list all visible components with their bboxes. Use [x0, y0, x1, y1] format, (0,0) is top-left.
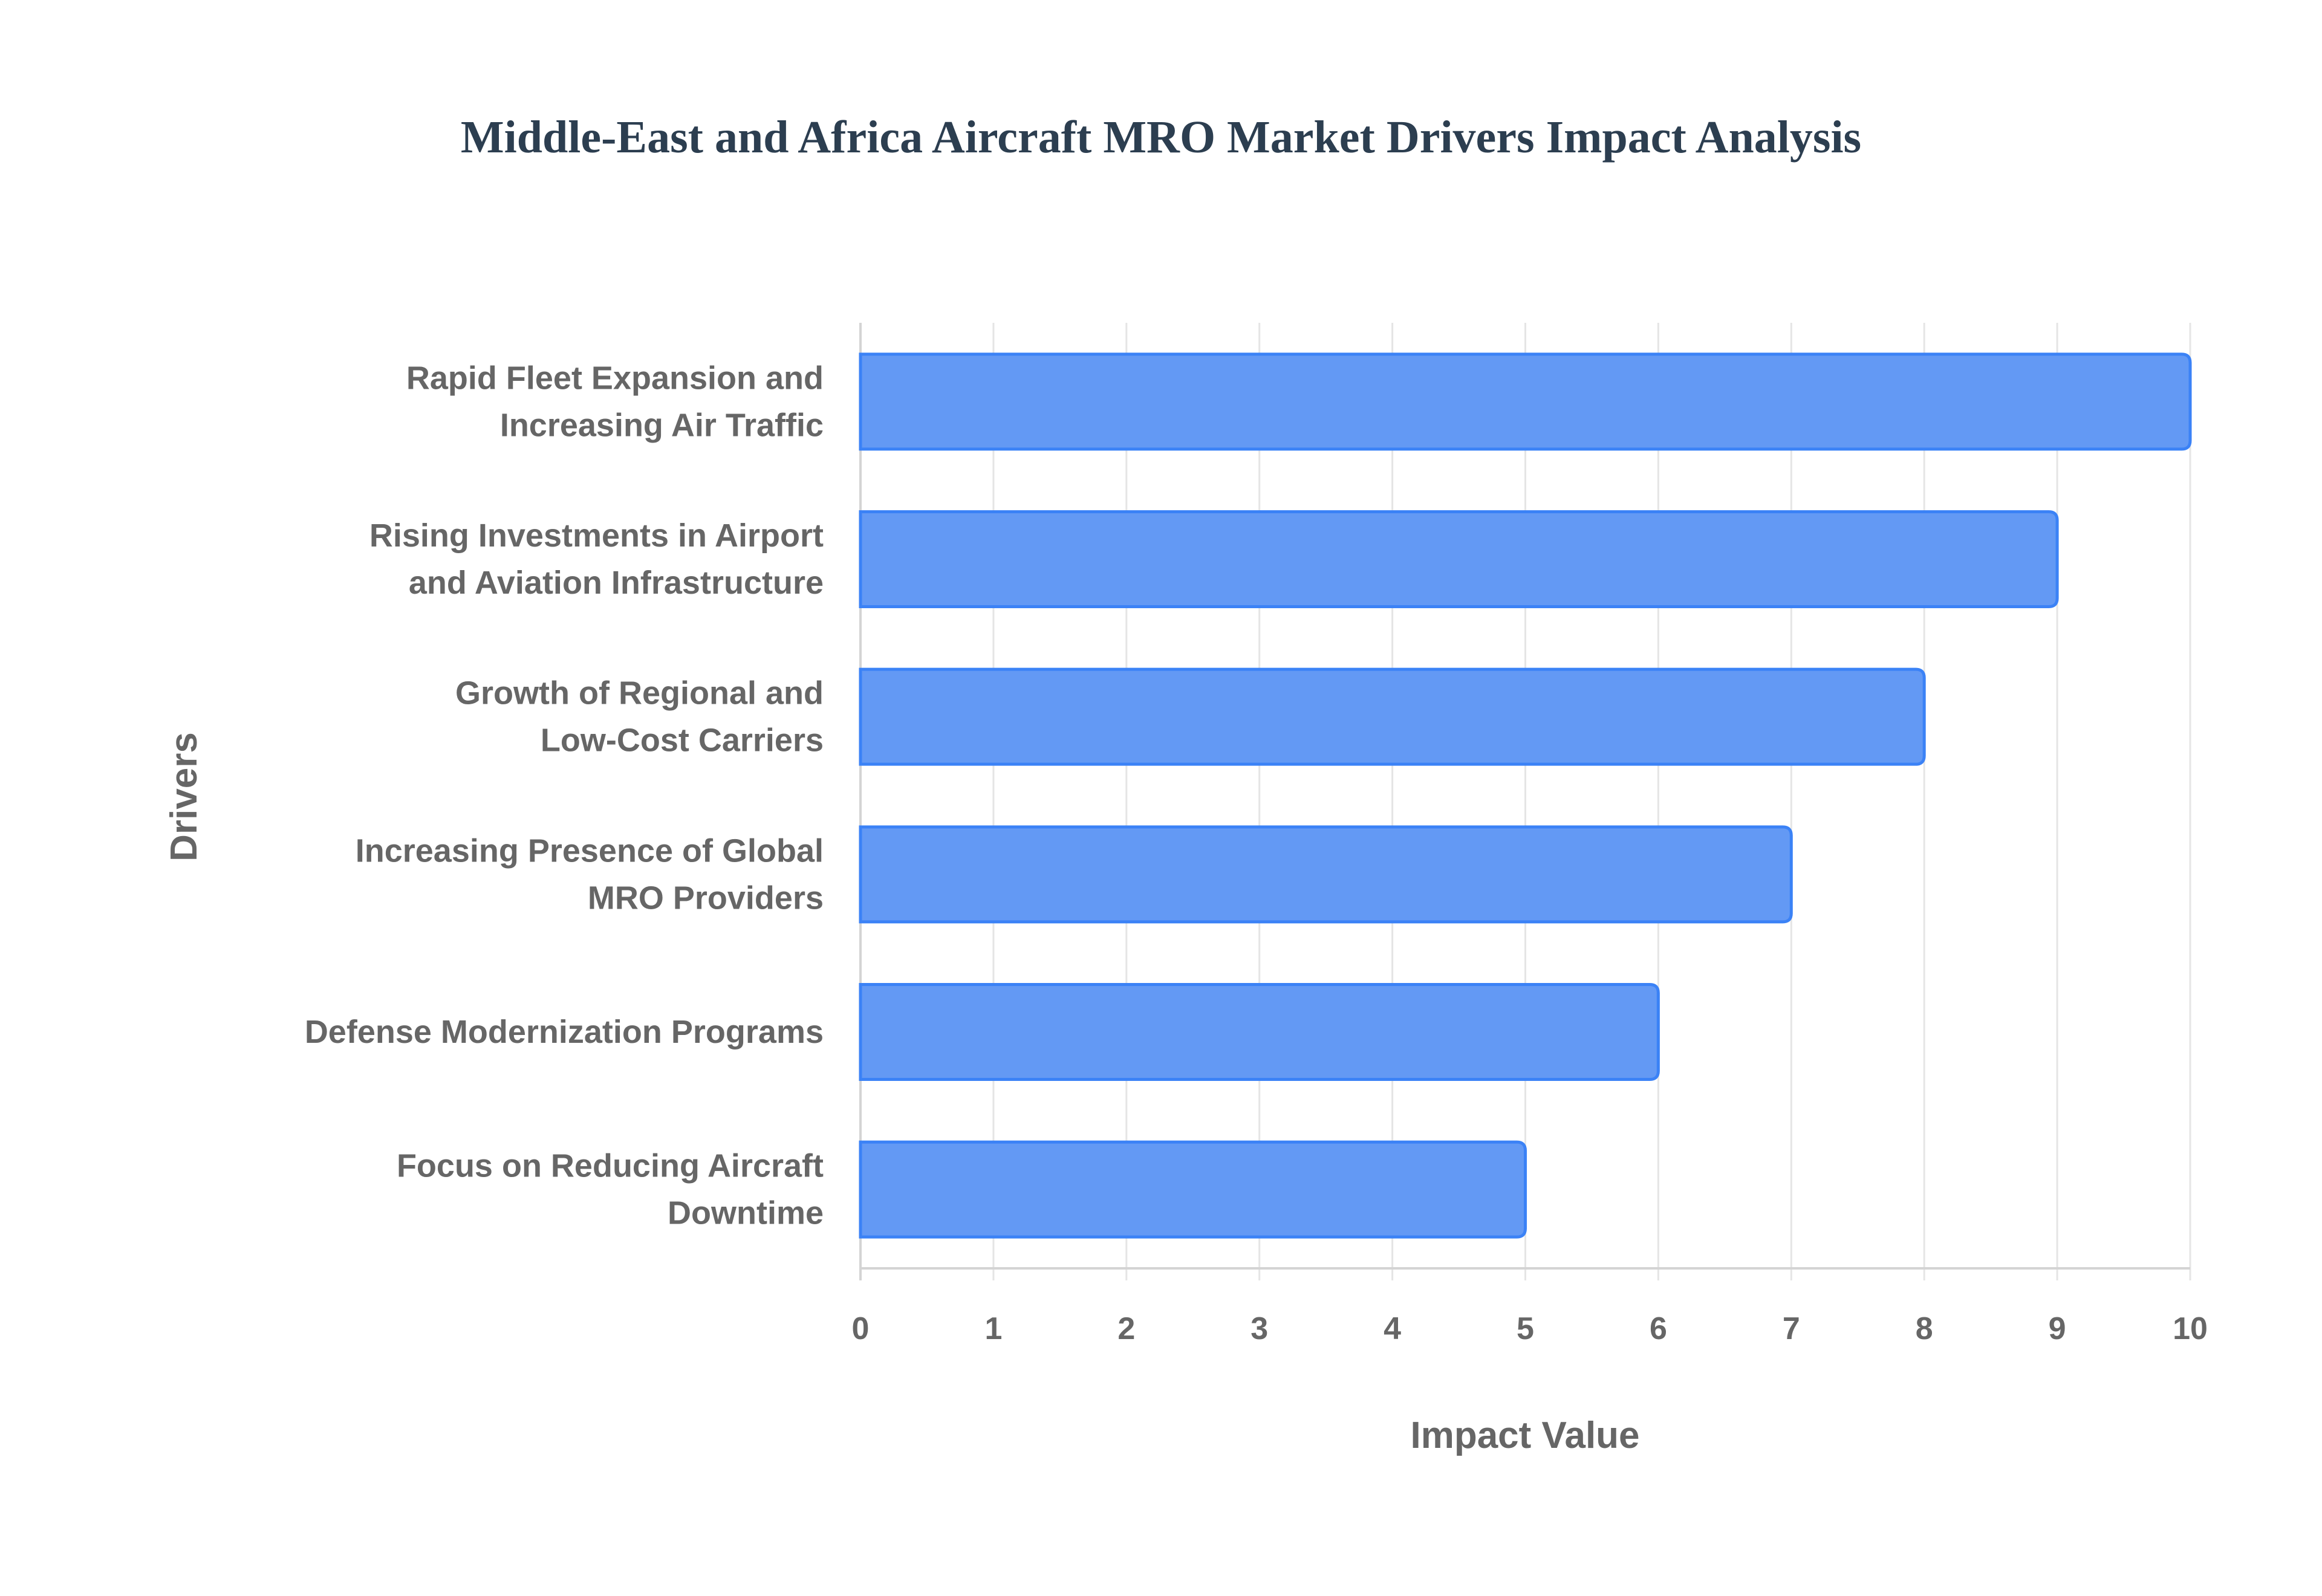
bar [859, 1140, 1527, 1239]
category-label-line: Focus on Reducing Aircraft [397, 1148, 824, 1184]
chart-title: Middle-East and Africa Aircraft MRO Mark… [461, 112, 1861, 163]
category-label-line: MRO Providers [588, 880, 824, 916]
category-label-line: Rising Investments in Airport [369, 517, 824, 554]
x-tick-label: 1 [984, 1311, 1002, 1346]
x-tick-labels: 0 1 2 3 4 5 6 7 8 9 10 [852, 1311, 2208, 1346]
bar [859, 667, 1926, 766]
category-label-line: Growth of Regional and [455, 675, 824, 712]
grid [859, 323, 2191, 1280]
bars [859, 352, 2192, 1239]
bar [859, 825, 1793, 924]
category-label: Defense Modernization Programs [305, 1014, 824, 1050]
category-label: Focus on Reducing Aircraft Downtime [397, 1148, 824, 1231]
x-tick-label: 3 [1250, 1311, 1268, 1346]
category-label-line: Low-Cost Carriers [541, 722, 824, 759]
category-label: Rising Investments in Airport and Aviatio… [369, 517, 824, 601]
category-label: Growth of Regional and Low-Cost Carriers [455, 675, 824, 759]
category-label-line: Downtime [668, 1195, 824, 1231]
category-label-line: and Aviation Infrastructure [409, 565, 824, 601]
x-tick-label: 4 [1384, 1311, 1401, 1346]
category-label-line: Rapid Fleet Expansion and [406, 360, 824, 396]
x-tick-label: 0 [852, 1311, 870, 1346]
x-axis-title: Impact Value [1410, 1415, 1639, 1456]
category-label-line: Increasing Presence of Global [356, 832, 824, 869]
category-label-line: Defense Modernization Programs [305, 1014, 824, 1050]
category-label-line: Increasing Air Traffic [500, 407, 824, 443]
y-axis-title: Drivers [163, 732, 205, 861]
x-tick-label: 9 [2049, 1311, 2066, 1346]
category-label: Rapid Fleet Expansion and Increasing Air … [406, 360, 824, 443]
x-tick-label: 7 [1783, 1311, 1800, 1346]
bar [859, 352, 2192, 451]
category-labels: Rapid Fleet Expansion and Increasing Air … [305, 360, 824, 1231]
x-tick-label: 5 [1517, 1311, 1534, 1346]
bar [859, 510, 2059, 608]
x-tick-label: 10 [2173, 1311, 2208, 1346]
category-label: Increasing Presence of Global MRO Provide… [356, 832, 824, 916]
x-tick-label: 6 [1650, 1311, 1667, 1346]
bar [859, 983, 1660, 1081]
x-tick-label: 2 [1117, 1311, 1135, 1346]
x-tick-label: 8 [1916, 1311, 1933, 1346]
